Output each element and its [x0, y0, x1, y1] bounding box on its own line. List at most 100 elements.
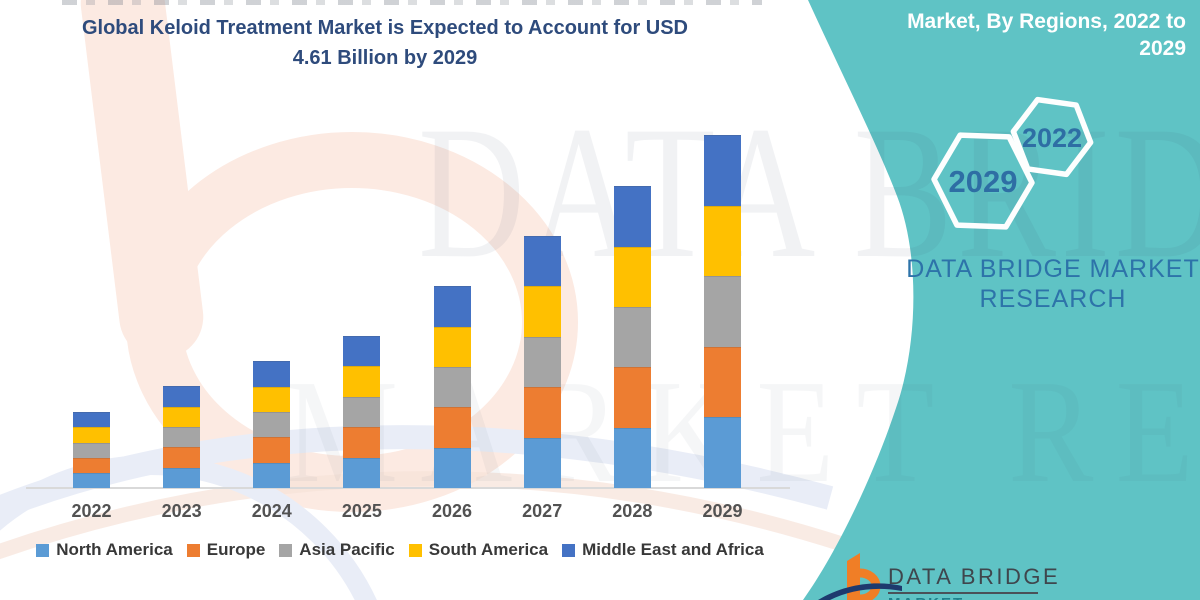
bar-segment-europe-2028 [613, 367, 651, 428]
bar-segment-north-america-2026 [433, 447, 471, 488]
hexagon-2029 [931, 132, 1035, 230]
bar-segment-south-america-2026 [433, 326, 471, 367]
panel-brand-line2: RESEARCH [979, 285, 1127, 313]
bar-segment-south-america-2025 [343, 366, 381, 397]
x-axis-label-2026: 2026 [432, 501, 473, 521]
legend-swatch-icon [562, 544, 576, 557]
legend-item-europe: Europe [186, 540, 266, 560]
legend-label: Europe [206, 540, 266, 559]
bar-segment-europe-2025 [343, 427, 381, 458]
watermark-swoosh-orange [0, 471, 848, 560]
legend-item-south-america: South America [408, 540, 549, 560]
footer-subbrand-text: MARKET RESEARCH [888, 596, 1058, 600]
bar-segment-middle-east-and-africa-2028 [613, 186, 651, 247]
bar-segment-europe-2027 [523, 387, 561, 438]
panel-brand-text: DATA BRIDGE MARKET RESEARCH [900, 254, 1200, 314]
legend-item-asia-pacific: Asia Pacific [279, 540, 395, 560]
footer-subbrand-cropped: MARKET RESEARCH [888, 596, 1058, 600]
bar-segment-europe-2029 [703, 346, 741, 418]
bar-segment-europe-2022 [73, 457, 110, 473]
bar-2023 [163, 386, 201, 488]
logo-b-stem [847, 553, 860, 600]
x-axis-label-2028: 2028 [612, 501, 653, 521]
bar-segment-middle-east-and-africa-2026 [433, 286, 471, 327]
bar-segment-north-america-2028 [613, 427, 651, 488]
bar-segment-asia-pacific-2022 [73, 442, 110, 458]
legend-label: Asia Pacific [299, 540, 395, 559]
chart-title: Global Keloid Treatment Market is Expect… [25, 13, 745, 73]
bar-segment-asia-pacific-2029 [703, 276, 741, 347]
stacked-bar-chart: North America Europe Asia Pacific South Ame… [0, 134, 800, 560]
legend-swatch-icon [186, 544, 200, 557]
panel-title-line1: Market, By Regions, 2022 to [907, 10, 1186, 33]
bar-segment-south-america-2022 [73, 427, 110, 443]
logo-swoosh [818, 583, 902, 600]
legend-item-north-america: North America [36, 540, 173, 560]
legend-item-middle-east-and-africa: Middle East and Africa [562, 540, 764, 560]
legend-swatch-icon [279, 544, 293, 557]
bar-segment-south-america-2028 [613, 246, 651, 307]
footer-brand-text: DATA BRIDGE [888, 564, 1061, 589]
hexagon-2022-label: 2022 [1022, 123, 1082, 153]
x-axis-label-2023: 2023 [161, 501, 202, 521]
panel-title-line2: 2029 [1139, 37, 1186, 60]
legend-label: South America [428, 540, 549, 559]
bar-segment-asia-pacific-2027 [523, 336, 561, 388]
bar-segment-north-america-2023 [163, 467, 201, 488]
bar-segment-europe-2026 [433, 407, 471, 448]
chart-title-line1: Global Keloid Treatment Market is Expect… [81, 17, 689, 39]
bar-segment-south-america-2023 [163, 406, 201, 427]
bar-2024 [253, 361, 291, 488]
bar-segment-asia-pacific-2025 [343, 396, 381, 428]
footer-brand-underline [888, 592, 1038, 594]
hexagon-2029-label: 2029 [949, 164, 1018, 199]
x-axis-label-2025: 2025 [341, 501, 382, 521]
x-axis-label-2024: 2024 [251, 501, 292, 521]
bar-segment-middle-east-and-africa-2029 [703, 134, 741, 206]
x-axis-label-2027: 2027 [522, 501, 563, 521]
bar-segment-middle-east-and-africa-2022 [73, 412, 110, 428]
bar-segment-north-america-2024 [253, 462, 291, 488]
bar-2029 [703, 134, 741, 488]
teal-panel-shape [803, 0, 1200, 600]
bar-segment-middle-east-and-africa-2027 [523, 235, 561, 287]
bar-segment-south-america-2029 [703, 205, 741, 277]
bar-segment-europe-2024 [253, 437, 291, 463]
bar-segment-south-america-2027 [523, 286, 561, 337]
bar-segment-asia-pacific-2028 [613, 306, 651, 368]
bar-segment-north-america-2029 [703, 417, 741, 488]
panel-title: Market, By Regions, 2022 to 2029 [856, 8, 1186, 62]
bar-segment-europe-2023 [163, 447, 201, 468]
x-axis-label-2029: 2029 [702, 501, 743, 521]
bar-segment-asia-pacific-2023 [163, 426, 201, 448]
bar-segment-asia-pacific-2024 [253, 411, 291, 438]
watermark-circle-arc [0, 455, 377, 600]
bar-segment-asia-pacific-2026 [433, 366, 471, 408]
bar-segment-middle-east-and-africa-2024 [253, 361, 291, 387]
bar-segment-south-america-2024 [253, 386, 291, 412]
bar-2022 [73, 412, 110, 488]
legend-label: Middle East and Africa [582, 540, 764, 559]
bar-2025 [343, 335, 381, 488]
bar-segment-north-america-2022 [73, 472, 110, 488]
bar-2027 [523, 235, 561, 488]
chart-title-line2: 4.61 Billion by 2029 [292, 47, 478, 69]
legend-swatch-icon [408, 544, 422, 557]
panel-brand-line1: DATA BRIDGE MARKET [906, 255, 1200, 283]
x-axis-line [26, 487, 790, 489]
bar-segment-middle-east-and-africa-2025 [343, 335, 381, 367]
bar-segment-north-america-2027 [523, 437, 561, 488]
legend-label: North America [56, 540, 173, 559]
cropped-text-fragment [62, 0, 762, 5]
bar-segment-north-america-2025 [343, 457, 381, 488]
legend-swatch-icon [36, 544, 50, 557]
bar-2028 [613, 186, 651, 488]
chart-legend: North America Europe Asia Pacific South Ame… [0, 540, 800, 560]
bar-2026 [433, 286, 471, 488]
bar-segment-middle-east-and-africa-2023 [163, 386, 201, 407]
x-axis-label-2022: 2022 [71, 501, 112, 521]
